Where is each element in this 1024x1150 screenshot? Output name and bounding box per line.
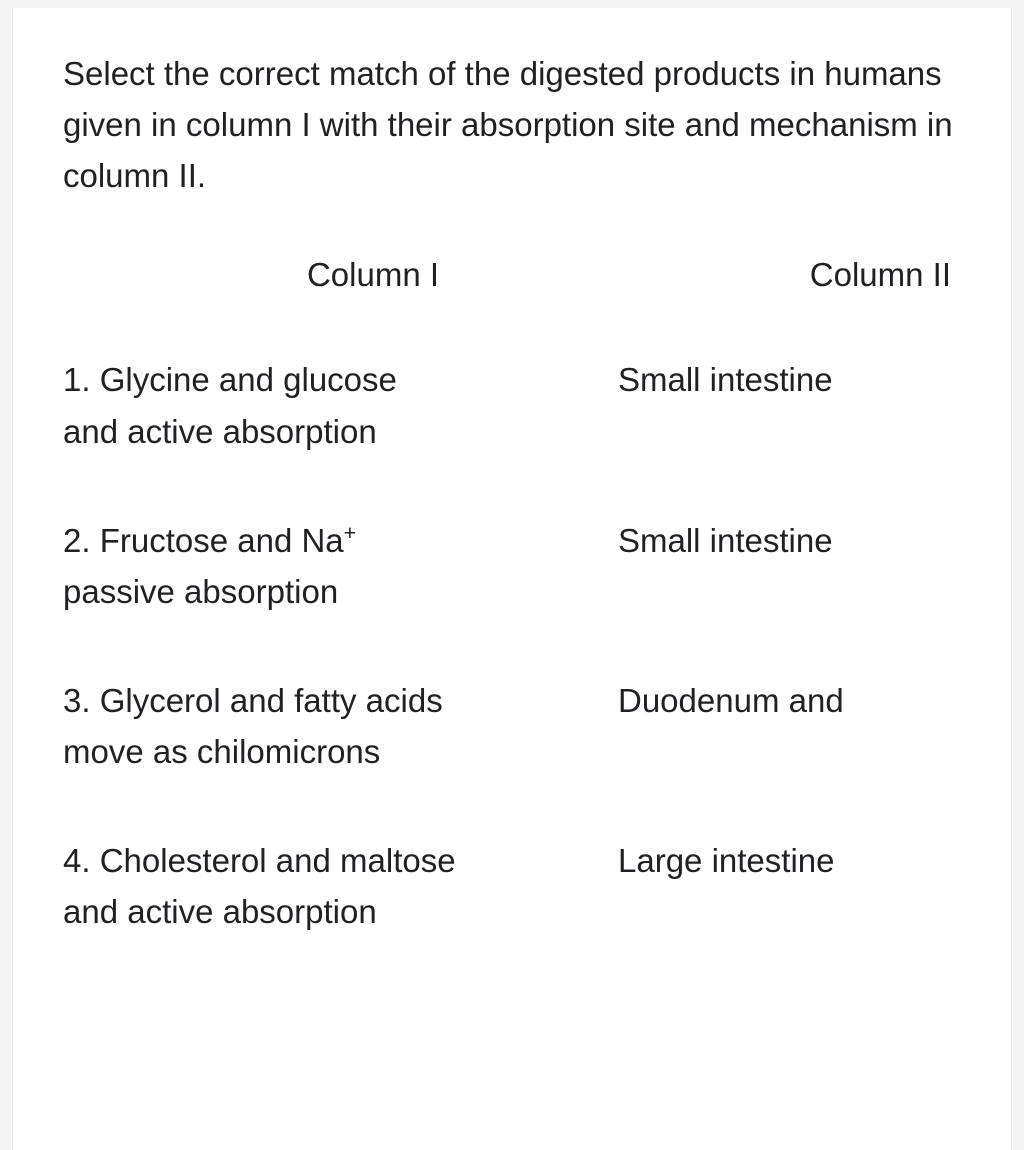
- option-2-sup: +: [344, 521, 357, 545]
- option-1-line2: and active absorption: [63, 413, 377, 450]
- column-headers: Column I Column II: [63, 256, 961, 294]
- option-4-right: Large intestine: [618, 835, 961, 886]
- option-2-line1-pre: Fructose and Na: [100, 522, 344, 559]
- option-2-num: 2.: [63, 522, 91, 559]
- option-3-line1: Glycerol and fatty acids: [100, 682, 443, 719]
- option-2-right: Small intestine: [618, 515, 961, 566]
- option-row-2[interactable]: 2. Fructose and Na+ passive absorption S…: [63, 515, 961, 617]
- option-1-right: Small intestine: [618, 354, 961, 405]
- option-1-num: 1.: [63, 361, 91, 398]
- option-row-3[interactable]: 3. Glycerol and fatty acids move as chil…: [63, 675, 961, 777]
- option-1-left: 1. Glycine and glucose and active absorp…: [63, 354, 618, 456]
- question-card: Select the correct match of the digested…: [12, 8, 1012, 1150]
- option-row-1[interactable]: 1. Glycine and glucose and active absorp…: [63, 354, 961, 456]
- option-4-left: 4. Cholesterol and maltose and active ab…: [63, 835, 618, 937]
- option-row-4[interactable]: 4. Cholesterol and maltose and active ab…: [63, 835, 961, 937]
- header-column-2: Column II: [583, 256, 961, 294]
- option-3-left: 3. Glycerol and fatty acids move as chil…: [63, 675, 618, 777]
- option-1-line1: Glycine and glucose: [100, 361, 397, 398]
- option-3-right: Duodenum and: [618, 675, 961, 726]
- option-2-left: 2. Fructose and Na+ passive absorption: [63, 515, 618, 617]
- option-3-line2: move as chilomicrons: [63, 733, 380, 770]
- option-4-line2: and active absorption: [63, 893, 377, 930]
- option-2-line2: passive absorption: [63, 573, 338, 610]
- question-text: Select the correct match of the digested…: [63, 48, 961, 201]
- option-3-num: 3.: [63, 682, 91, 719]
- header-column-1: Column I: [63, 256, 583, 294]
- option-4-line1: Cholesterol and maltose: [100, 842, 456, 879]
- option-4-num: 4.: [63, 842, 91, 879]
